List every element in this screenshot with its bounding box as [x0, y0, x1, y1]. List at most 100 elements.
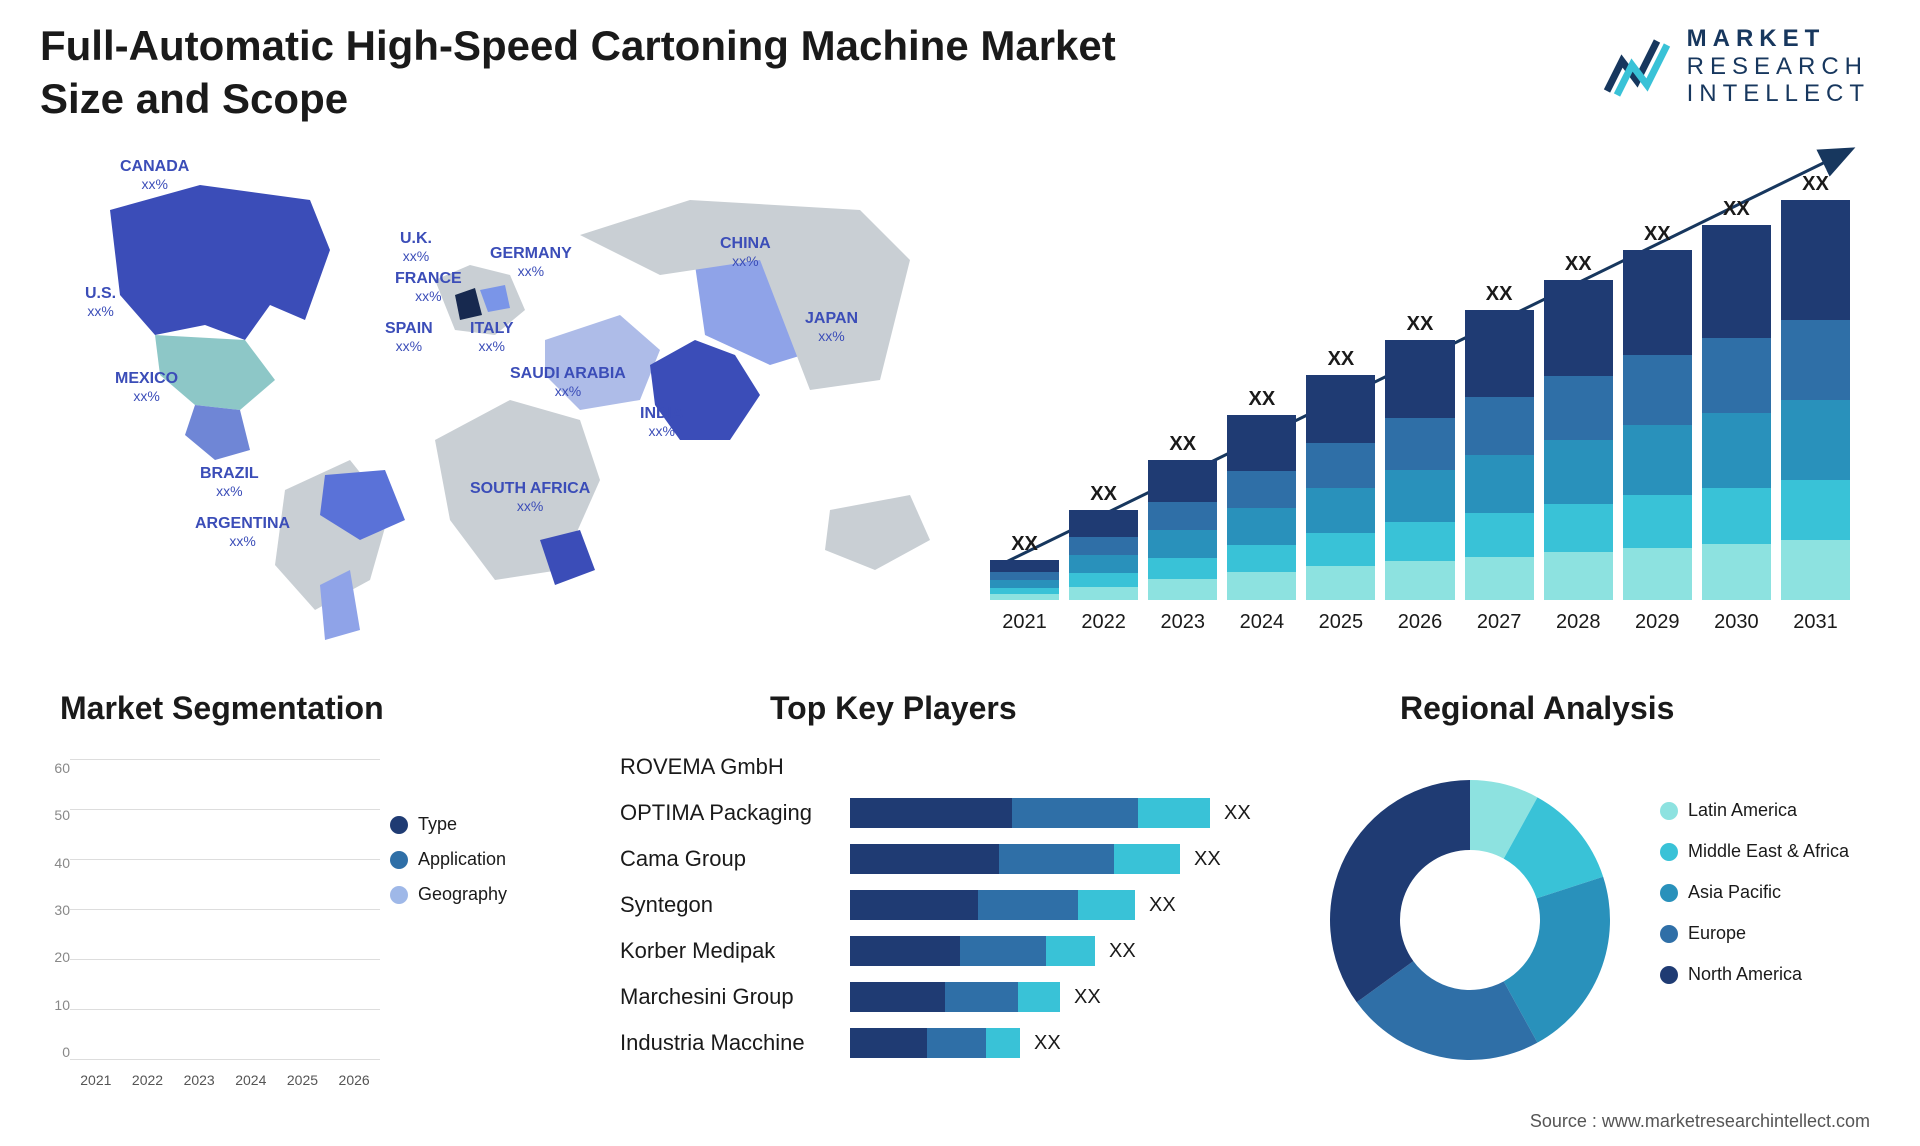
legend-dot	[390, 851, 408, 869]
player-value: XX	[1149, 894, 1176, 917]
player-value: XX	[1034, 1032, 1061, 1055]
map-label: INDIAxx%	[640, 405, 684, 440]
footer-source: Source : www.marketresearchintellect.com	[1530, 1111, 1870, 1132]
map-label: JAPANxx%	[805, 310, 858, 345]
player-value: XX	[1074, 986, 1101, 1009]
x-tick: 2021	[80, 1072, 111, 1088]
bar-value-label: XX	[1802, 173, 1829, 196]
legend-dot	[1660, 802, 1678, 820]
bar-value-label: XX	[1090, 483, 1117, 506]
y-tick: 0	[40, 1044, 70, 1060]
player-name: OPTIMA Packaging	[620, 800, 850, 826]
key-players-chart: ROVEMA GmbHOPTIMA PackagingXXCama GroupX…	[620, 745, 1270, 1105]
map-label: CHINAxx%	[720, 235, 771, 270]
player-row: Syntegon XX	[620, 883, 1270, 927]
legend-item: Geography	[390, 884, 530, 905]
bar-value-label: XX	[1644, 223, 1671, 246]
logo-line1: MARKET	[1687, 25, 1870, 53]
main-bar: XX	[1069, 483, 1138, 600]
player-name: Industria Macchine	[620, 1030, 850, 1056]
main-bar: XX	[1702, 198, 1771, 600]
x-tick: 2024	[1227, 611, 1296, 634]
x-tick: 2023	[184, 1072, 215, 1088]
y-tick: 20	[40, 949, 70, 965]
player-name: Marchesini Group	[620, 984, 850, 1010]
x-tick: 2029	[1623, 611, 1692, 634]
map-label: CANADAxx%	[120, 158, 189, 193]
map-label: SOUTH AFRICAxx%	[470, 480, 590, 515]
bar-value-label: XX	[1565, 253, 1592, 276]
bar-value-label: XX	[1407, 313, 1434, 336]
legend-item: Europe	[1660, 923, 1870, 944]
map-label: GERMANYxx%	[490, 245, 572, 280]
bar-value-label: XX	[1328, 348, 1355, 371]
player-name: ROVEMA GmbH	[620, 754, 850, 780]
legend-item: Latin America	[1660, 800, 1870, 821]
x-tick: 2026	[1385, 611, 1454, 634]
x-tick: 2025	[287, 1072, 318, 1088]
player-value: XX	[1224, 802, 1251, 825]
segmentation-title: Market Segmentation	[60, 690, 384, 727]
main-bar: XX	[1781, 173, 1850, 600]
player-row: Marchesini Group XX	[620, 975, 1270, 1019]
main-bar: XX	[1227, 388, 1296, 600]
y-tick: 50	[40, 807, 70, 823]
regional-title: Regional Analysis	[1400, 690, 1674, 727]
legend-dot	[390, 816, 408, 834]
legend-item: Middle East & Africa	[1660, 841, 1870, 862]
x-tick: 2026	[339, 1072, 370, 1088]
x-tick: 2030	[1702, 611, 1771, 634]
market-size-chart: XXXXXXXXXXXXXXXXXXXXXX 20212022202320242…	[980, 140, 1860, 630]
legend-dot	[1660, 843, 1678, 861]
x-tick: 2021	[990, 611, 1059, 634]
map-label: U.K.xx%	[400, 230, 432, 265]
logo-line3: INTELLECT	[1687, 80, 1870, 108]
player-row: Cama GroupXX	[620, 837, 1270, 881]
bar-value-label: XX	[1011, 533, 1038, 556]
x-tick: 2022	[132, 1072, 163, 1088]
main-bar: XX	[1544, 253, 1613, 600]
players-title: Top Key Players	[770, 690, 1017, 727]
main-bar: XX	[1465, 283, 1534, 600]
main-bar: XX	[1306, 348, 1375, 600]
world-map: CANADAxx%U.S.xx%MEXICOxx%BRAZILxx%ARGENT…	[40, 140, 940, 640]
player-value: XX	[1109, 940, 1136, 963]
main-bar: XX	[990, 533, 1059, 600]
legend-item: Type	[390, 814, 530, 835]
y-tick: 10	[40, 997, 70, 1013]
bar-value-label: XX	[1723, 198, 1750, 221]
map-label: MEXICOxx%	[115, 370, 178, 405]
player-row: Industria Macchine XX	[620, 1021, 1270, 1065]
x-tick: 2025	[1306, 611, 1375, 634]
x-tick: 2022	[1069, 611, 1138, 634]
map-label: ARGENTINAxx%	[195, 515, 290, 550]
map-label: ITALYxx%	[470, 320, 514, 355]
map-label: SAUDI ARABIAxx%	[510, 365, 626, 400]
logo-icon	[1602, 31, 1672, 101]
bar-value-label: XX	[1169, 433, 1196, 456]
regional-donut: Latin America Middle East & Africa Asia Pa…	[1310, 740, 1870, 1100]
brand-logo: MARKET RESEARCH INTELLECT	[1602, 25, 1870, 108]
player-value: XX	[1194, 848, 1221, 871]
legend-dot	[1660, 966, 1678, 984]
main-bar: XX	[1623, 223, 1692, 600]
player-row: Korber Medipak XX	[620, 929, 1270, 973]
page-title: Full-Automatic High-Speed Cartoning Mach…	[40, 20, 1140, 125]
player-name: Korber Medipak	[620, 938, 850, 964]
player-name: Syntegon	[620, 892, 850, 918]
x-tick: 2031	[1781, 611, 1850, 634]
player-row: ROVEMA GmbH	[620, 745, 1270, 789]
main-bar: XX	[1148, 433, 1217, 600]
map-label: FRANCExx%	[395, 270, 462, 305]
map-label: U.S.xx%	[85, 285, 116, 320]
legend-item: Asia Pacific	[1660, 882, 1870, 903]
map-label: SPAINxx%	[385, 320, 433, 355]
y-tick: 30	[40, 902, 70, 918]
bar-value-label: XX	[1248, 388, 1275, 411]
legend-dot	[390, 886, 408, 904]
legend-dot	[1660, 925, 1678, 943]
logo-line2: RESEARCH	[1687, 53, 1870, 81]
x-tick: 2023	[1148, 611, 1217, 634]
bar-value-label: XX	[1486, 283, 1513, 306]
x-tick: 2028	[1544, 611, 1613, 634]
